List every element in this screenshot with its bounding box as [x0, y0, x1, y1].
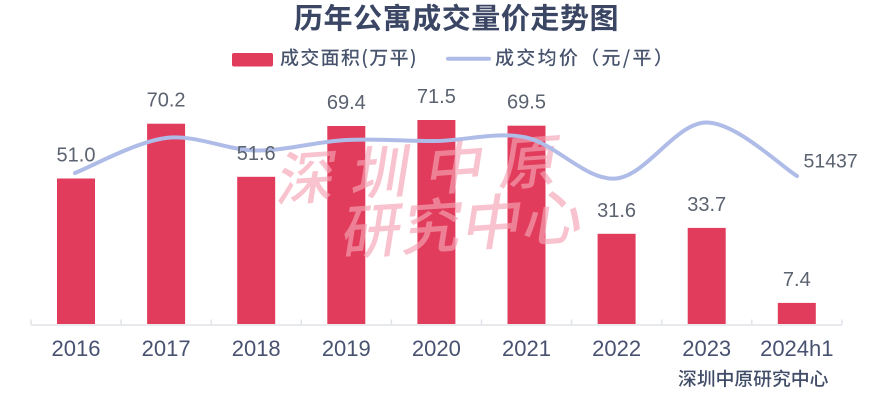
svg-text:70.2: 70.2: [147, 90, 186, 112]
svg-text:2022: 2022: [592, 336, 641, 361]
svg-text:51.0: 51.0: [57, 145, 96, 167]
svg-text:69.4: 69.4: [327, 92, 366, 114]
svg-text:69.5: 69.5: [507, 92, 546, 114]
svg-text:31.6: 31.6: [597, 200, 636, 222]
svg-text:2020: 2020: [412, 336, 461, 361]
svg-text:51.6: 51.6: [237, 143, 276, 165]
svg-text:2016: 2016: [52, 336, 101, 361]
svg-text:2021: 2021: [502, 336, 551, 361]
svg-text:2017: 2017: [142, 336, 191, 361]
svg-text:2023: 2023: [682, 336, 731, 361]
svg-text:2019: 2019: [322, 336, 371, 361]
svg-text:2024h1: 2024h1: [760, 336, 833, 361]
svg-text:2018: 2018: [232, 336, 281, 361]
svg-text:71.5: 71.5: [417, 86, 456, 108]
svg-text:51437: 51437: [804, 151, 858, 173]
svg-text:33.7: 33.7: [687, 194, 726, 216]
svg-text:7.4: 7.4: [783, 269, 811, 291]
